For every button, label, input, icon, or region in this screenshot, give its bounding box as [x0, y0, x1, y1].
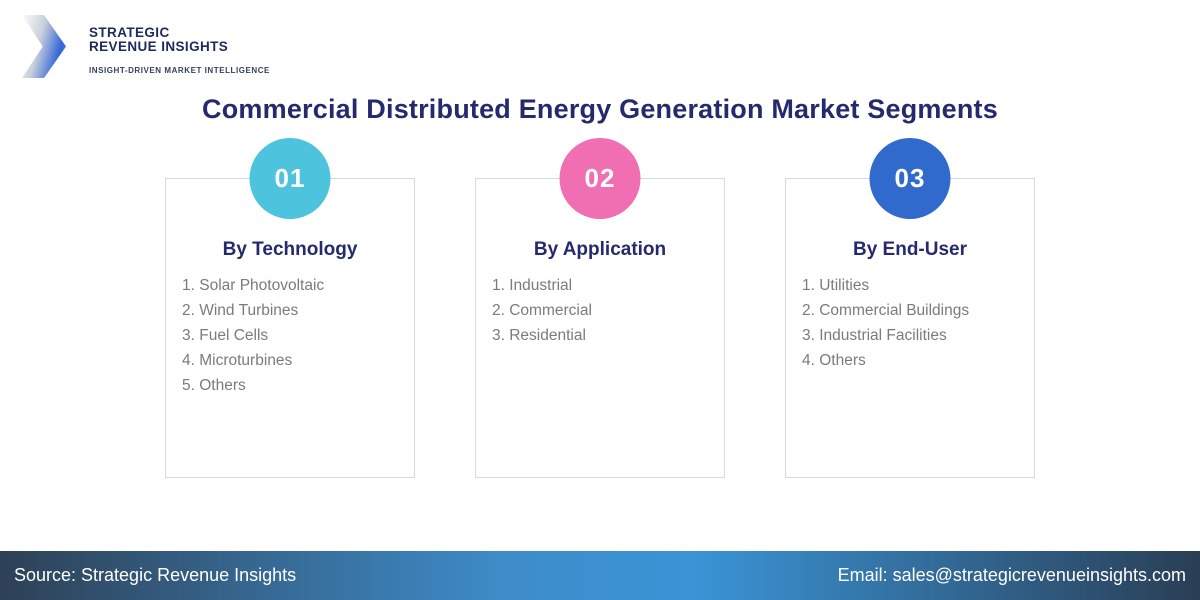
segment-card-by-technology: 01 By Technology 1. Solar Photovoltaic 2… — [165, 138, 415, 478]
segment-card-by-end-user: 03 By End-User 1. Utilities 2. Commercia… — [785, 138, 1035, 478]
logo: STRATEGIC REVENUE INSIGHTS INSIGHT-DRIVE… — [22, 15, 270, 78]
segment-number-badge-01: 01 — [249, 138, 331, 219]
segment-number-badge-03: 03 — [869, 138, 951, 219]
page-title: Commercial Distributed Energy Generation… — [202, 94, 998, 124]
list-item: 3. Residential — [492, 327, 586, 344]
footer-bar: Source: Strategic Revenue Insights Email… — [0, 551, 1200, 600]
segment-heading-technology: By Technology — [222, 239, 358, 260]
logo-tagline: INSIGHT-DRIVEN MARKET INTELLIGENCE — [89, 66, 270, 75]
logo-chevron-icon — [22, 15, 66, 78]
segment-list-end-user: 1. Utilities 2. Commercial Buildings 3. … — [802, 273, 1020, 373]
segment-number-badge-02: 02 — [559, 138, 641, 219]
logo-name-line1: STRATEGIC — [89, 25, 170, 40]
logo-text: STRATEGIC REVENUE INSIGHTS INSIGHT-DRIVE… — [89, 15, 270, 78]
segment-heading-application: By Application — [533, 239, 667, 260]
segment-card-by-application: 02 By Application 1. Industrial 2. Comme… — [475, 138, 725, 478]
list-item: 3. Fuel Cells — [182, 327, 269, 344]
logo-name-line2: REVENUE INSIGHTS — [89, 39, 229, 54]
list-item: 2. Commercial Buildings — [802, 302, 970, 319]
segment-list-technology: 1. Solar Photovoltaic 2. Wind Turbines 3… — [182, 273, 400, 398]
footer-source-text: Source: Strategic Revenue Insights — [14, 565, 297, 585]
list-item: 1. Industrial — [492, 277, 573, 294]
list-item: 5. Others — [182, 377, 246, 394]
list-item: 4. Microturbines — [182, 352, 293, 369]
list-item: 2. Commercial — [492, 302, 592, 319]
segment-heading-end-user: By End-User — [852, 239, 968, 260]
list-item: 3. Industrial Facilities — [802, 327, 947, 344]
list-item: 2. Wind Turbines — [182, 302, 299, 319]
segment-list-application: 1. Industrial 2. Commercial 3. Residenti… — [492, 273, 710, 348]
list-item: 1. Utilities — [802, 277, 870, 294]
list-item: 4. Others — [802, 352, 866, 369]
footer-email-text: Email: sales@strategicrevenueinsights.co… — [837, 565, 1186, 585]
list-item: 1. Solar Photovoltaic — [182, 277, 325, 294]
